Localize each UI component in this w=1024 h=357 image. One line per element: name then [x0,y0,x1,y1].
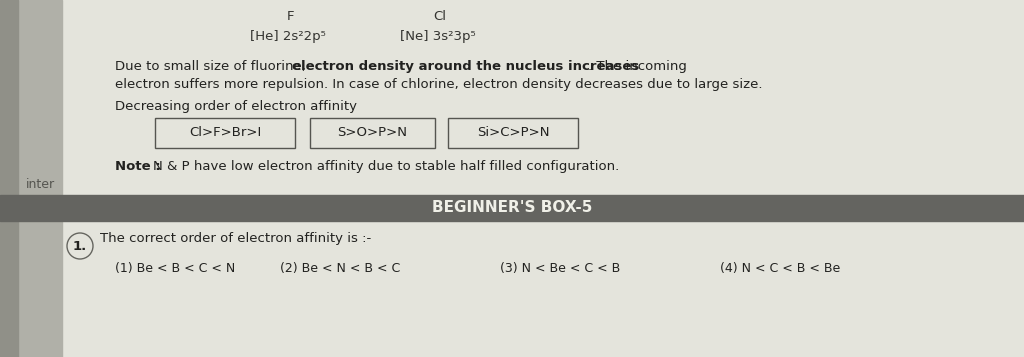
Bar [0,0,18,357]
Text: The correct order of electron affinity is :-: The correct order of electron affinity i… [100,232,372,245]
Bar [0,195,1024,221]
Text: Due to small size of fluorine,: Due to small size of fluorine, [115,60,310,73]
Text: (3) N < Be < C < B: (3) N < Be < C < B [500,262,621,275]
Text: Note :: Note : [115,160,165,173]
Text: Cl>F>Br>I: Cl>F>Br>I [188,126,261,140]
Text: Cl: Cl [433,10,446,23]
Text: . The incoming: . The incoming [588,60,687,73]
Text: 1.: 1. [73,240,87,252]
Text: BEGINNER'S BOX-5: BEGINNER'S BOX-5 [432,201,592,216]
Text: electron suffers more repulsion. In case of chlorine, electron density decreases: electron suffers more repulsion. In case… [115,78,763,91]
Bar [0,0,62,357]
Text: electron density around the nucleus increases: electron density around the nucleus incr… [292,60,639,73]
Text: S>O>P>N: S>O>P>N [338,126,408,140]
Text: F: F [287,10,294,23]
Bar [310,118,435,148]
Text: Decreasing order of electron affinity: Decreasing order of electron affinity [115,100,357,113]
Text: [Ne] 3s²3p⁵: [Ne] 3s²3p⁵ [400,30,476,43]
Bar [155,118,295,148]
Circle shape [67,233,93,259]
Text: (2) Be < N < B < C: (2) Be < N < B < C [280,262,400,275]
Bar [449,118,578,148]
Text: [He] 2s²2p⁵: [He] 2s²2p⁵ [250,30,326,43]
Text: (4) N < C < B < Be: (4) N < C < B < Be [720,262,841,275]
Text: inter: inter [26,178,54,191]
Text: N & P have low electron affinity due to stable half filled configuration.: N & P have low electron affinity due to … [153,160,620,173]
Text: Si>C>P>N: Si>C>P>N [477,126,549,140]
Text: (1) Be < B < C < N: (1) Be < B < C < N [115,262,236,275]
